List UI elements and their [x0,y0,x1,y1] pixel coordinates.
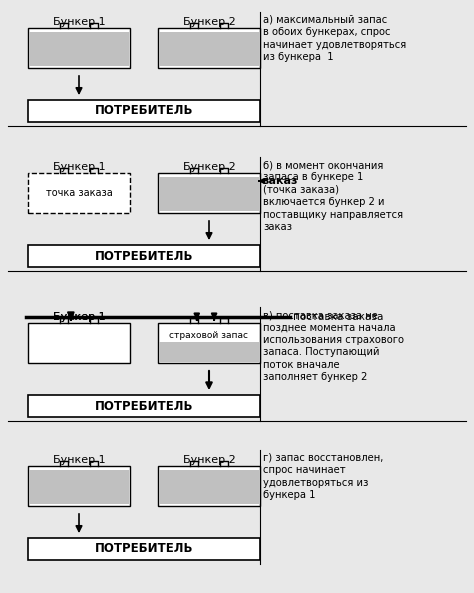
Bar [28,173,130,213]
Text: Бункер 1: Бункер 1 [53,455,105,465]
Text: Бункер 1: Бункер 1 [53,17,105,27]
Bar [28,28,130,68]
Text: Бункер 2: Бункер 2 [182,162,236,172]
Text: Бункер 1: Бункер 1 [53,162,105,172]
Bar [29,32,129,66]
Bar [28,245,260,267]
Bar [28,538,260,560]
Text: ПОТРЕБИТЕЛЬ: ПОТРЕБИТЕЛЬ [95,543,193,556]
Bar [159,32,259,66]
Bar [28,466,130,506]
Text: в) поставка заказа не
позднее момента начала
использования страхового
запаса. По: в) поставка заказа не позднее момента на… [263,310,404,382]
Text: Бункер 1: Бункер 1 [53,312,105,322]
Bar [29,470,129,504]
Text: Бункер 2: Бункер 2 [182,455,236,465]
Bar [158,323,260,363]
Bar [158,173,260,213]
Text: ПОТРЕБИТЕЛЬ: ПОТРЕБИТЕЛЬ [95,400,193,413]
Text: Бункер 2: Бункер 2 [182,17,236,27]
Text: ПОТРЕБИТЕЛЬ: ПОТРЕБИТЕЛЬ [95,104,193,117]
Bar [28,395,260,417]
Bar [28,323,130,363]
Text: страховой запас: страховой запас [170,330,248,340]
Text: а) максимальный запас
в обоих бункерах, спрос
начинает удовлетворяться
из бункер: а) максимальный запас в обоих бункерах, … [263,15,406,62]
Bar [159,177,259,211]
Bar [28,100,260,122]
Text: точка заказа: точка заказа [46,188,112,198]
Text: заказ: заказ [262,176,298,186]
Bar [158,28,260,68]
Text: г) запас восстановлен,
спрос начинает
удовлетворяться из
бункера 1: г) запас восстановлен, спрос начинает уд… [263,453,383,500]
Text: б) в момент окончания
запаса в бункере 1
(точка заказа)
включается бункер 2 и
по: б) в момент окончания запаса в бункере 1… [263,160,403,232]
Text: Бункер 1: Бункер 1 [53,312,105,322]
Bar [159,470,259,504]
Text: поставка заказа: поставка заказа [293,312,383,322]
Bar [159,342,259,362]
Text: ПОТРЕБИТЕЛЬ: ПОТРЕБИТЕЛЬ [95,250,193,263]
Bar [158,466,260,506]
